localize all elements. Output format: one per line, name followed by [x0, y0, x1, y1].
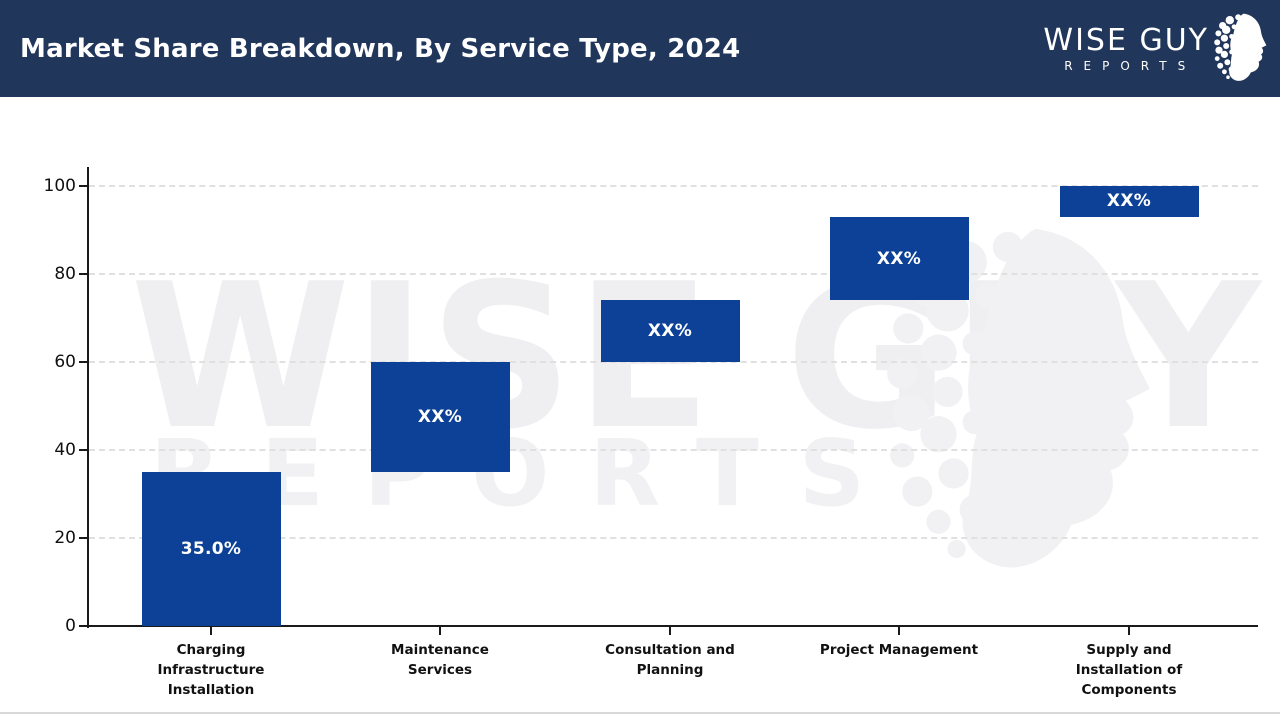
bar-segment-2: XX% [370, 362, 510, 472]
y-tick-mark-0 [79, 625, 87, 627]
bar-segment-3: XX% [600, 300, 740, 362]
logo-text: WISE GUY REPORTS [1043, 24, 1209, 73]
y-tick-mark-20 [79, 537, 87, 539]
logo-face-icon [1214, 13, 1267, 81]
x-tick-mark-4 [898, 627, 900, 635]
y-gridline-100 [89, 185, 1258, 187]
wiseguy-logo: WISE GUY REPORTS [1043, 10, 1270, 88]
x-tick-mark-2 [439, 627, 441, 635]
x-axis-line [87, 625, 1258, 627]
y-tick-label-20: 20 [54, 528, 76, 548]
x-category-label-5: Supply and Installation of Components [1075, 642, 1183, 698]
y-tick-mark-100 [79, 185, 87, 187]
y-gridline-20 [89, 537, 1258, 539]
bar-value-label: XX% [647, 321, 693, 342]
y-axis-line [87, 167, 89, 628]
x-category-label-4: Project Management [819, 642, 979, 658]
y-tick-label-100: 100 [43, 176, 76, 196]
x-category-label-2: Maintenance Services [391, 642, 489, 678]
bar-value-label: 35.0% [180, 539, 242, 559]
bar-value-label: XX% [417, 407, 463, 427]
y-tick-label-0: 0 [65, 616, 76, 636]
y-tick-mark-60 [79, 361, 87, 363]
bar-value-label: XX% [876, 248, 922, 269]
header-bar: Market Share Breakdown, By Service Type,… [0, 0, 1280, 97]
x-category-label-1: Charging Infrastructure Installation [157, 642, 265, 698]
y-tick-label-40: 40 [54, 440, 76, 460]
y-tick-mark-80 [79, 273, 87, 275]
bar-segment-1: 35.0% [141, 472, 281, 626]
chart-title: Market Share Breakdown, By Service Type,… [20, 33, 741, 64]
y-tick-label-60: 60 [54, 352, 76, 372]
bar-segment-5: XX% [1059, 186, 1199, 217]
x-category-label-3: Consultation and Planning [605, 642, 735, 678]
x-tick-mark-1 [210, 627, 212, 635]
logo-subtext: REPORTS [1064, 58, 1197, 73]
bar-value-label: XX% [1106, 191, 1152, 212]
y-gridline-40 [89, 449, 1258, 451]
y-gridline-80 [89, 273, 1258, 275]
bottom-divider [0, 712, 1280, 714]
bar-segment-4: XX% [829, 216, 969, 301]
y-tick-label-80: 80 [54, 264, 76, 284]
y-gridline-60 [89, 361, 1258, 363]
x-tick-mark-3 [669, 627, 671, 635]
y-tick-mark-40 [79, 449, 87, 451]
x-tick-mark-5 [1128, 627, 1130, 635]
logo-wordmark: WISE GUY [1043, 23, 1209, 59]
